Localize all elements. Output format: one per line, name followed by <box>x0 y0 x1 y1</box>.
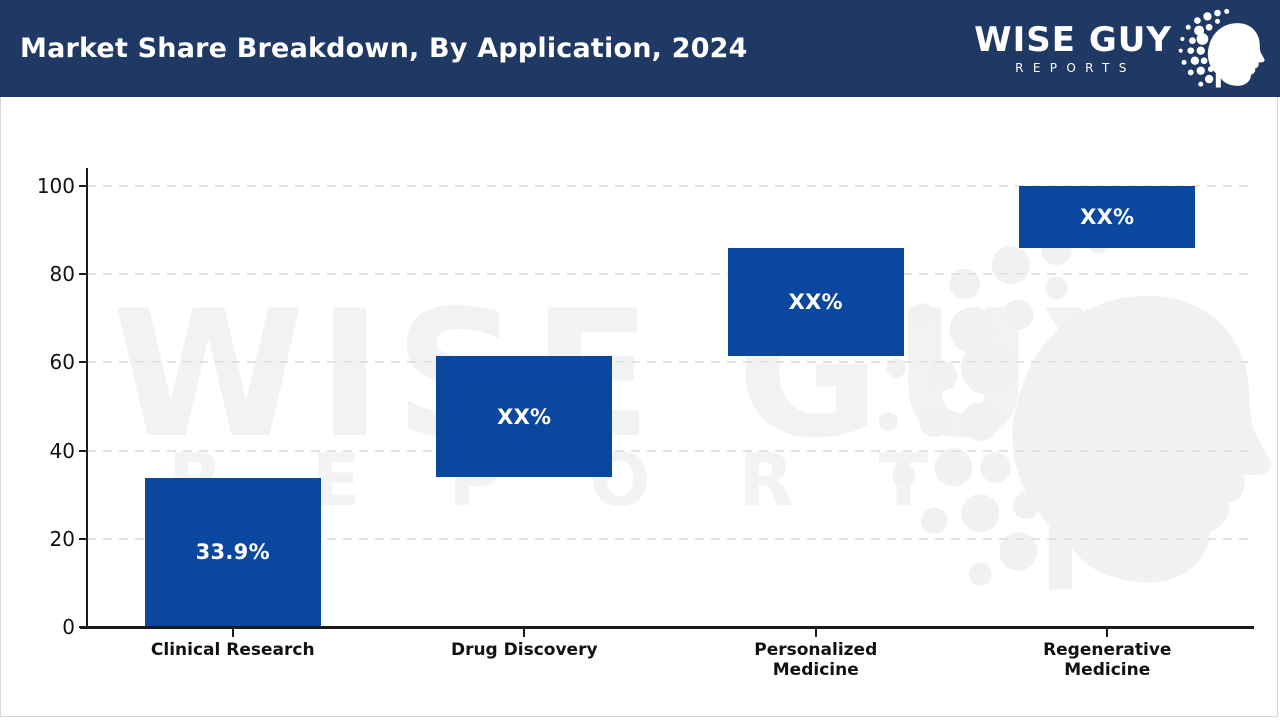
logo-wise-guy-label: WISE GUY <box>974 20 1172 60</box>
logo-reports-label: REPORTS <box>1015 61 1136 75</box>
gridline-40 <box>87 449 1253 452</box>
gridline-20 <box>87 537 1253 540</box>
x-category-label-clinical-research: Clinical Research <box>150 640 315 660</box>
x-tick-drug-discovery <box>523 629 526 637</box>
gridline-60 <box>87 361 1253 364</box>
gridline-80 <box>87 273 1253 276</box>
y-tick-40 <box>79 449 87 452</box>
bar-value-label-clinical-research: 33.9% <box>195 540 270 565</box>
y-tick-label-0: 0 <box>62 615 75 639</box>
y-tick-label-20: 20 <box>49 526 75 551</box>
bar-personalized-medicine: XX% <box>727 248 904 357</box>
header-bar: Market Share Breakdown, By Application, … <box>0 0 1280 97</box>
x-axis-line <box>80 626 1254 629</box>
page-title: Market Share Breakdown, By Application, … <box>20 33 748 64</box>
y-tick-100 <box>79 185 87 187</box>
gridline-100 <box>87 185 1253 187</box>
x-category-label-personalized-medicine: Personalized Medicine <box>754 640 878 680</box>
x-category-label-drug-discovery: Drug Discovery <box>450 640 598 660</box>
bar-drug-discovery: XX% <box>436 356 613 478</box>
y-tick-label-100: 100 <box>36 174 75 198</box>
y-tick-20 <box>79 537 87 540</box>
y-tick-label-60: 60 <box>49 350 75 375</box>
x-tick-regenerative-medicine <box>1106 629 1109 637</box>
bar-value-label-personalized-medicine: XX% <box>788 290 843 315</box>
bar-clinical-research: 33.9% <box>144 477 321 627</box>
logo-text: WISE GUY REPORTS <box>974 23 1172 74</box>
x-tick-personalized-medicine <box>814 629 817 637</box>
y-tick-60 <box>79 361 87 364</box>
y-tick-label-80: 80 <box>49 262 75 287</box>
y-tick-80 <box>79 273 87 276</box>
x-tick-clinical-research <box>231 629 234 637</box>
bar-value-label-drug-discovery: XX% <box>497 404 552 429</box>
wise-guy-logo: WISE GUY REPORTS <box>974 7 1266 91</box>
bar-value-label-regenerative-medicine: XX% <box>1080 205 1135 230</box>
y-axis-line <box>86 168 88 629</box>
bar-regenerative-medicine: XX% <box>1019 186 1196 249</box>
x-category-label-regenerative-medicine: Regenerative Medicine <box>1043 640 1172 680</box>
y-tick-label-40: 40 <box>49 438 75 463</box>
